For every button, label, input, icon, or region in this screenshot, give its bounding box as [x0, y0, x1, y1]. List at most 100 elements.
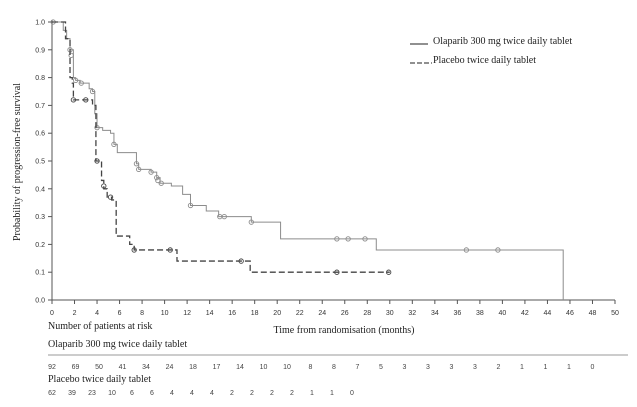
x-tick-label: 0 [50, 310, 54, 317]
x-tick-label: 4 [95, 310, 99, 317]
risk-count: 3 [473, 364, 477, 371]
legend: Olaparib 300 mg twice daily tablet Place… [410, 36, 572, 66]
y-tick-label: 0.1 [35, 270, 45, 277]
risk-count: 7 [356, 364, 360, 371]
censor-mark [111, 141, 117, 147]
x-tick-label: 50 [611, 310, 619, 317]
y-tick-label: 0.6 [35, 131, 45, 138]
risk-count: 2 [270, 390, 274, 397]
risk-table-title: Number of patients at risk [48, 321, 152, 332]
risk-count: 17 [213, 364, 221, 371]
risk-count: 2 [250, 390, 254, 397]
x-tick-label: 44 [544, 310, 552, 317]
risk-count: 6 [150, 390, 154, 397]
censor-mark [107, 194, 114, 200]
y-tick-label: 0.3 [35, 214, 45, 221]
x-tick-label: 6 [118, 310, 122, 317]
risk-count: 8 [309, 364, 313, 371]
risk-count: 3 [403, 364, 407, 371]
x-tick-label: 26 [341, 310, 349, 317]
censor-mark [158, 180, 164, 186]
risk-count: 62 [48, 390, 56, 397]
x-tick-label: 36 [453, 310, 461, 317]
censor-mark [187, 202, 194, 209]
risk-count: 14 [236, 364, 244, 371]
y-tick-label: 0.5 [35, 159, 45, 166]
censor-mark [136, 166, 142, 172]
y-tick-label: 0.2 [35, 242, 45, 249]
censor-mark [83, 97, 89, 103]
x-tick-label: 48 [589, 310, 597, 317]
risk-count: 39 [68, 390, 76, 397]
x-axis: 0 2 4 6 8 10 12 14 16 18 20 22 24 26 28 30 32 34 36 38 40 42 4… [50, 299, 619, 317]
risk-count: 3 [450, 364, 454, 371]
risk-table: Number of patients at risk Olaparib 300 … [48, 321, 628, 397]
risk-count: 2 [497, 364, 501, 371]
risk-count: 50 [95, 364, 103, 371]
x-tick-label: 42 [521, 310, 529, 317]
risk-group-label-placebo: Placebo twice daily tablet [48, 374, 151, 385]
x-tick-label: 10 [161, 310, 169, 317]
x-axis-title: Time from randomisation (months) [273, 325, 414, 336]
censor-mark [78, 80, 84, 86]
censor-mark [386, 269, 392, 275]
risk-count: 3 [426, 364, 430, 371]
risk-count: 0 [350, 390, 354, 397]
censor-mark [94, 124, 100, 131]
y-axis: 0.0 0.1 0.2 0.3 0.4 0.5 0.6 0.7 0.8 0.9 1.0 [35, 20, 53, 305]
risk-count: 23 [88, 390, 96, 397]
risk-count: 10 [108, 390, 116, 397]
series-line-placebo [52, 21, 390, 273]
censor-mark [154, 175, 160, 181]
risk-count: 6 [130, 390, 134, 397]
censor-mark [72, 77, 79, 84]
censor-mark [248, 219, 254, 225]
risk-count: 8 [332, 364, 336, 371]
series-layer [50, 19, 564, 300]
censor-mark [89, 88, 96, 95]
censor-mark [148, 169, 154, 175]
censor-mark [94, 158, 100, 164]
risk-count: 10 [260, 364, 268, 371]
x-tick-label: 38 [476, 310, 484, 317]
x-tick-label: 8 [140, 310, 144, 317]
censor-mark [334, 269, 340, 275]
x-tick-label: 30 [386, 310, 394, 317]
censor-mark [70, 97, 77, 103]
x-tick-label: 34 [431, 310, 439, 317]
y-tick-label: 0.8 [35, 75, 45, 82]
y-axis-title: Probability of progression-free survival [12, 83, 23, 241]
risk-count: 1 [567, 364, 571, 371]
risk-count: 5 [379, 364, 383, 371]
y-tick-label: 1.0 [35, 20, 45, 27]
x-tick-label: 40 [499, 310, 507, 317]
x-tick-label: 20 [273, 310, 281, 317]
x-tick-label: 16 [228, 310, 236, 317]
censor-mark [131, 247, 137, 253]
censor-mark [362, 236, 368, 242]
risk-group-label-olaparib: Olaparib 300 mg twice daily tablet [48, 339, 187, 350]
censor-mark [345, 236, 351, 242]
risk-count: 0 [591, 364, 595, 371]
censor-mark [133, 161, 140, 167]
risk-count: 18 [189, 364, 197, 371]
y-tick-label: 0.4 [35, 186, 45, 193]
risk-count: 24 [166, 364, 174, 371]
risk-count: 1 [330, 390, 334, 397]
censor-mark [68, 52, 74, 59]
risk-row-olaparib: 92 69 50 41 34 24 18 17 14 10 10 8 8 7 5 3 3 3 3 2 1 1 1 0 [48, 364, 594, 371]
x-tick-label: 22 [296, 310, 304, 317]
x-tick-label: 32 [408, 310, 416, 317]
legend-label-placebo: Placebo twice daily tablet [433, 55, 536, 66]
risk-count: 2 [230, 390, 234, 397]
x-tick-label: 2 [73, 310, 77, 317]
risk-count: 4 [170, 390, 174, 397]
x-tick-label: 14 [206, 310, 214, 317]
censor-mark [334, 236, 340, 242]
risk-count: 34 [142, 364, 150, 371]
legend-label-olaparib: Olaparib 300 mg twice daily tablet [433, 36, 572, 47]
x-tick-label: 24 [318, 310, 326, 317]
risk-count: 92 [48, 364, 56, 371]
censor-mark [495, 247, 501, 253]
